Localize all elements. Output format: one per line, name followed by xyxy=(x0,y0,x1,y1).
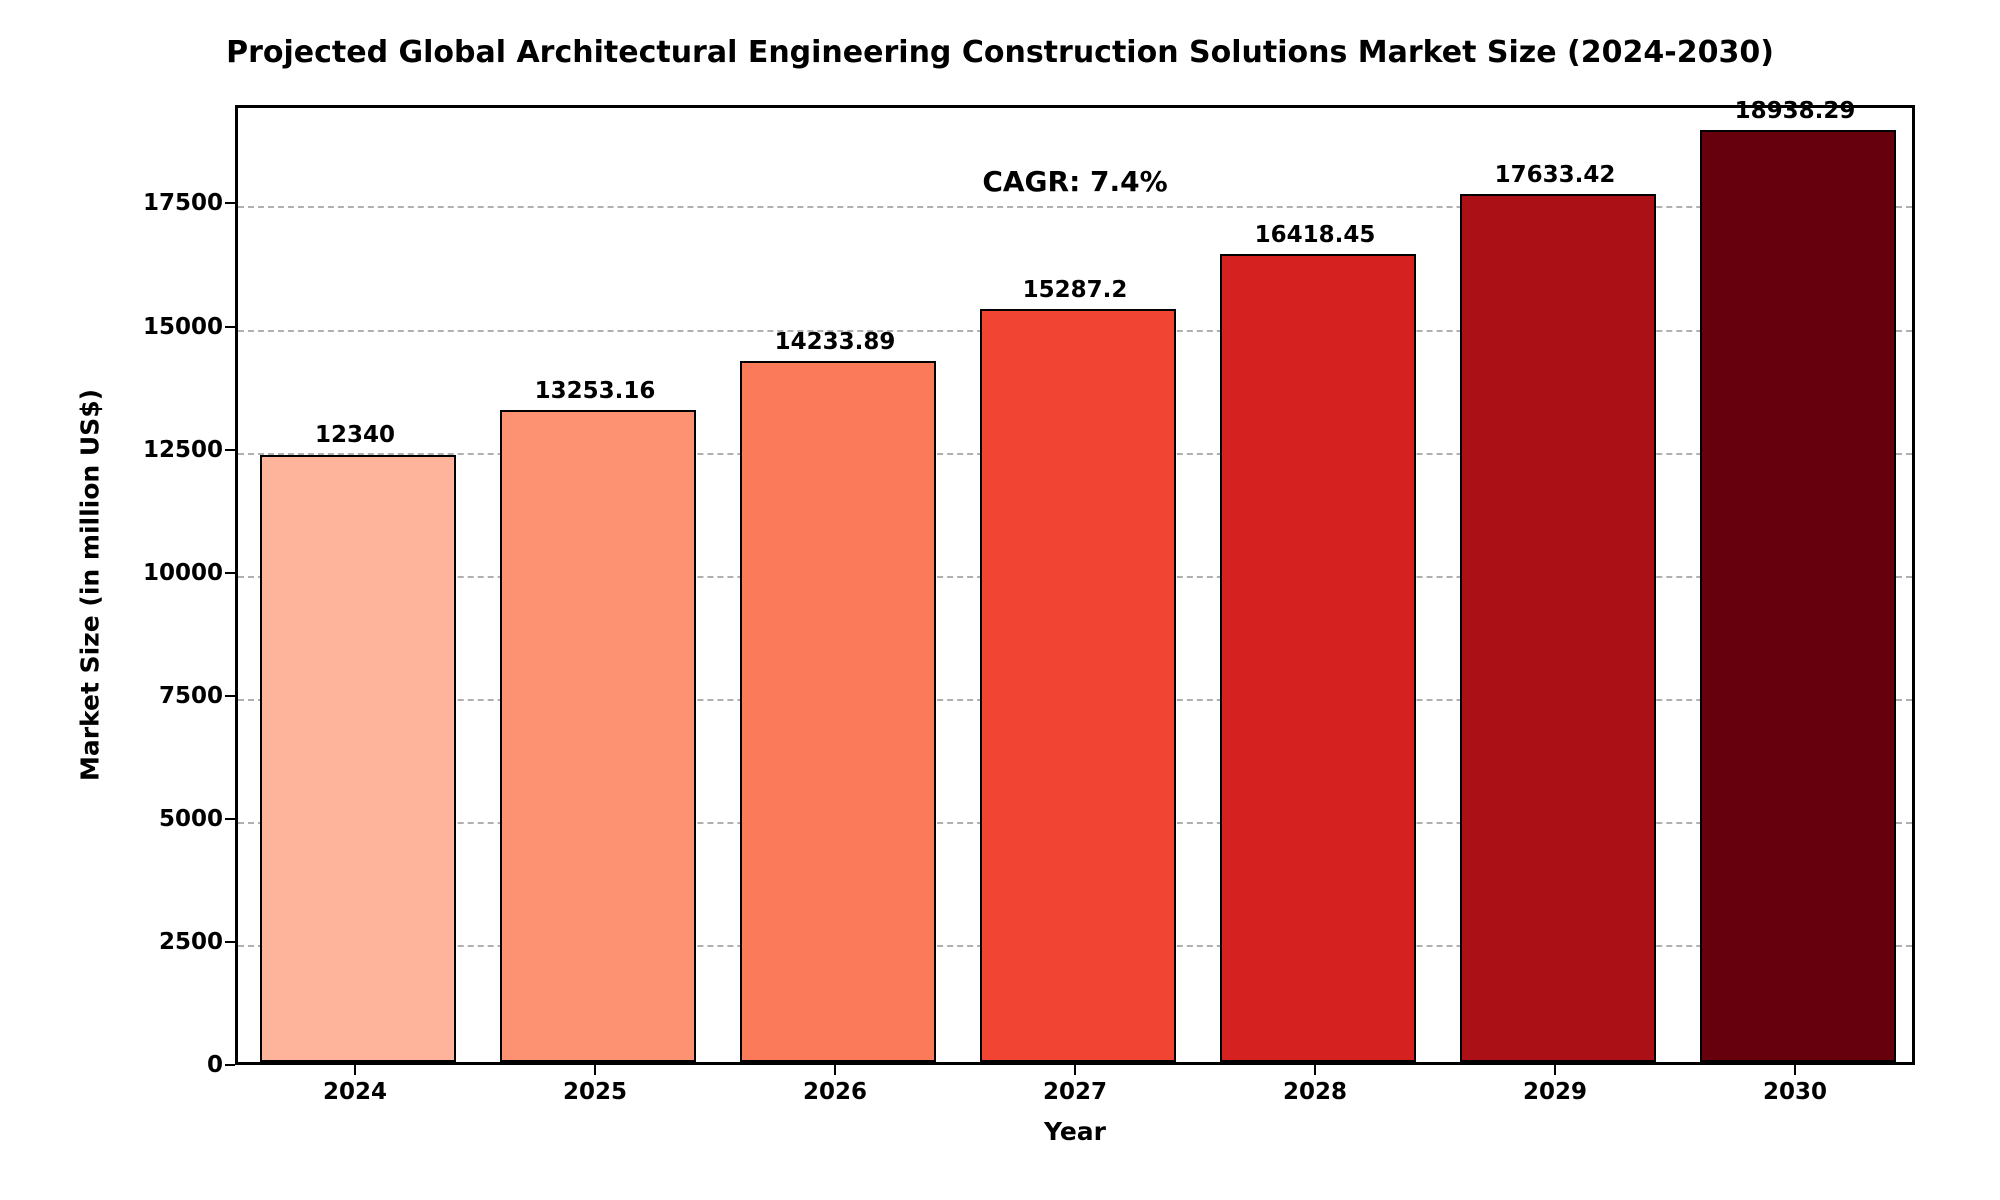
x-tick-label: 2028 xyxy=(1283,1079,1347,1105)
plot-area xyxy=(235,105,1915,1065)
x-tick-mark xyxy=(1074,1065,1076,1075)
y-tick-label: 17500 xyxy=(143,190,235,216)
bar-value-label: 14233.89 xyxy=(775,329,896,355)
x-tick-mark xyxy=(354,1065,356,1075)
y-tick-label: 12500 xyxy=(143,437,235,463)
y-tick-label: 5000 xyxy=(159,806,235,832)
bar-value-label: 18938.29 xyxy=(1735,98,1856,124)
y-tick-label: 2500 xyxy=(159,929,235,955)
y-tick-mark xyxy=(225,1064,235,1066)
bar-value-label: 13253.16 xyxy=(535,378,656,404)
bar xyxy=(1700,130,1897,1062)
bar-value-label: 15287.2 xyxy=(1023,277,1128,303)
x-tick-mark xyxy=(1794,1065,1796,1075)
x-tick-label: 2027 xyxy=(1043,1079,1107,1105)
x-tick-label: 2030 xyxy=(1763,1079,1827,1105)
bar xyxy=(1460,194,1657,1062)
x-tick-mark xyxy=(834,1065,836,1075)
cagr-annotation: CAGR: 7.4% xyxy=(982,165,1167,198)
y-tick-mark xyxy=(225,326,235,328)
x-tick-label: 2026 xyxy=(803,1079,867,1105)
bar xyxy=(980,309,1177,1062)
x-tick-label: 2029 xyxy=(1523,1079,1587,1105)
y-tick-mark xyxy=(225,941,235,943)
bar-value-label: 12340 xyxy=(315,422,395,448)
bar-value-label: 16418.45 xyxy=(1255,222,1376,248)
bar xyxy=(260,455,457,1063)
y-tick-mark xyxy=(225,818,235,820)
y-tick-mark xyxy=(225,202,235,204)
bar-value-label: 17633.42 xyxy=(1495,162,1616,188)
bar xyxy=(500,410,697,1062)
y-axis-label: Market Size (in million US$) xyxy=(76,389,105,781)
y-tick-mark xyxy=(225,695,235,697)
y-tick-mark xyxy=(225,449,235,451)
bar-chart: Projected Global Architectural Engineeri… xyxy=(0,0,2000,1200)
y-tick-mark xyxy=(225,572,235,574)
bar xyxy=(1220,254,1417,1062)
x-tick-mark xyxy=(1554,1065,1556,1075)
y-tick-label: 7500 xyxy=(159,683,235,709)
x-tick-label: 2024 xyxy=(323,1079,387,1105)
chart-title: Projected Global Architectural Engineeri… xyxy=(0,35,2000,70)
x-tick-mark xyxy=(1314,1065,1316,1075)
bar xyxy=(740,361,937,1062)
gridline xyxy=(238,206,1912,208)
x-axis-label: Year xyxy=(1044,1117,1106,1146)
x-tick-mark xyxy=(594,1065,596,1075)
x-tick-label: 2025 xyxy=(563,1079,627,1105)
y-tick-label: 15000 xyxy=(143,314,235,340)
y-tick-label: 10000 xyxy=(143,560,235,586)
